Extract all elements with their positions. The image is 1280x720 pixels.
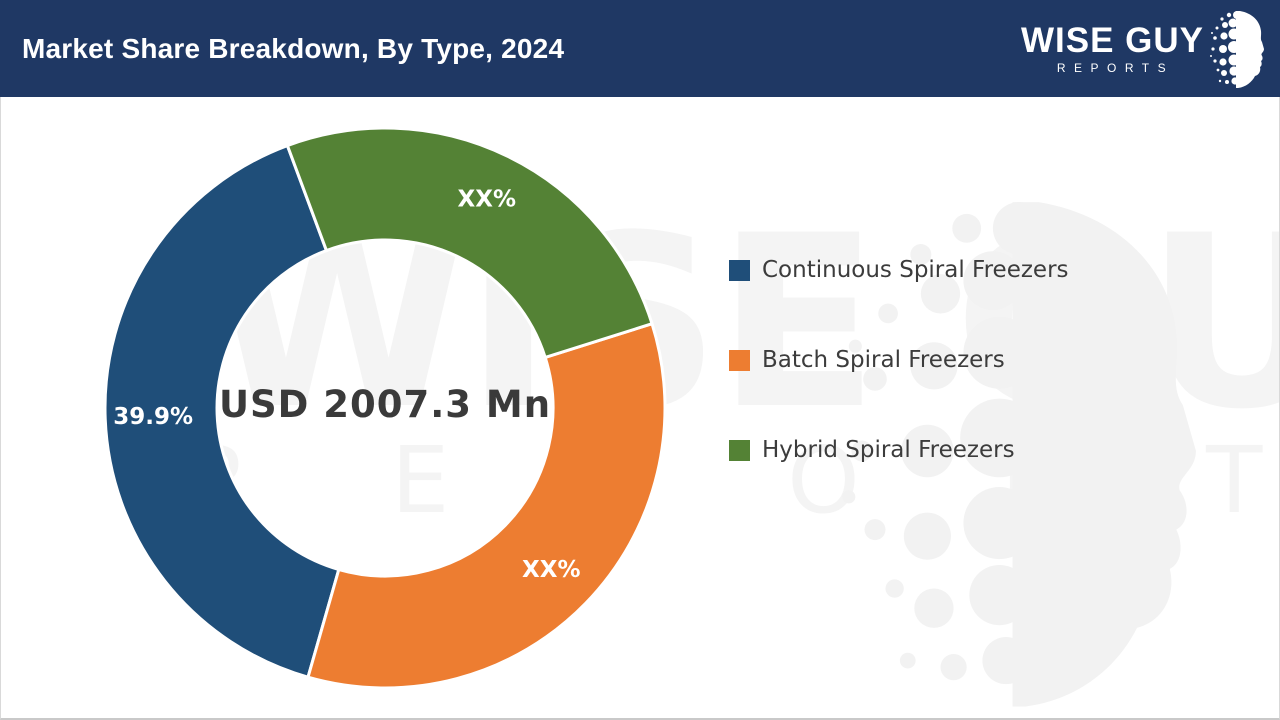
legend-item-batch: Batch Spiral Freezers (729, 345, 1069, 375)
donut-chart: 39.9% XX% XX% (103, 126, 667, 690)
donut-center-value: USD 2007.3 Mn (218, 383, 552, 426)
page-title: Market Share Breakdown, By Type, 2024 (22, 32, 565, 64)
chart-legend: Continuous Spiral Freezers Batch Spiral … (729, 255, 1069, 525)
watermark-face-icon (842, 202, 1196, 707)
logo-wordmark: WISE GUY (1020, 20, 1204, 60)
legend-item-continuous: Continuous Spiral Freezers (729, 255, 1069, 285)
legend-label-continuous: Continuous Spiral Freezers (762, 257, 1069, 283)
header-bar: Market Share Breakdown, By Type, 2024 WI… (0, 0, 1280, 97)
slice-percent-label-1: 39.9% (113, 404, 193, 430)
logo-subtitle: REPORTS (1056, 61, 1175, 76)
wise-guy-logo: WISE GUY REPORTS (1021, 8, 1264, 90)
donut-segment-3 (285, 126, 654, 360)
donut-segment-2 (306, 321, 667, 690)
logo-face-icon (1210, 11, 1264, 88)
chart-canvas: WISE GUY R E P O R T S 39.9%XX%XX% USD 2… (0, 97, 1280, 720)
legend-swatch-continuous (729, 259, 750, 281)
slice-percent-label-3: XX% (458, 187, 517, 213)
legend-swatch-hybrid (729, 439, 750, 461)
donut-segment-1 (103, 143, 341, 680)
legend-item-hybrid: Hybrid Spiral Freezers (729, 435, 1069, 465)
legend-label-hybrid: Hybrid Spiral Freezers (762, 437, 1015, 463)
legend-label-batch: Batch Spiral Freezers (762, 347, 1005, 373)
legend-swatch-batch (729, 349, 750, 371)
slice-percent-label-2: XX% (522, 557, 581, 583)
